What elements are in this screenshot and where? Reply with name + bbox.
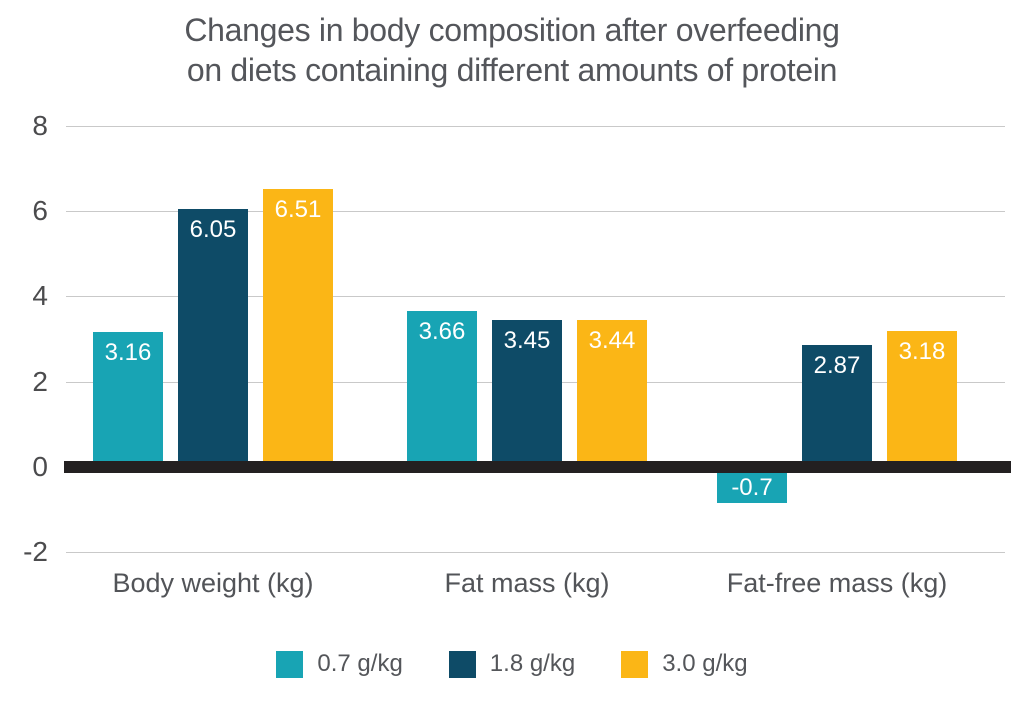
- gridline-y-8: [66, 125, 1005, 127]
- bar-value-label-1-8-g-kg-fat-mass-kg: 3.45: [503, 326, 551, 354]
- legend-swatch-3-0-g-kg: [621, 650, 649, 678]
- bar-value-label-0-7-g-kg-fat-free-mass-kg: -0.7: [731, 473, 773, 501]
- chart-title: Changes in body composition after overfe…: [0, 10, 1024, 90]
- category-label-fat-free-mass-kg: Fat-free mass (kg): [726, 568, 948, 598]
- legend-item-1-8-g-kg: 1.8 g/kg: [448, 650, 576, 678]
- bar-value-label-1-8-g-kg-fat-free-mass-kg: 2.87: [813, 351, 861, 379]
- chart-title-line2: on diets containing different amounts of…: [186, 52, 838, 88]
- gridline-y-6: [66, 211, 1005, 213]
- y-tick-label-4: 4: [32, 280, 48, 312]
- gridline-y-4: [66, 296, 1005, 298]
- legend-swatch-0-7-g-kg: [276, 650, 304, 678]
- legend-item-0-7-g-kg: 0.7 g/kg: [276, 650, 403, 678]
- y-tick-label-8: 8: [32, 109, 48, 141]
- bar-value-label-0-7-g-kg-body-weight-kg: 3.16: [104, 339, 152, 367]
- y-tick-label-6: 6: [32, 195, 48, 227]
- bar-0-7-g-kg-fat-mass-kg: 3.66: [407, 310, 477, 467]
- bar-1-8-g-kg-fat-mass-kg: 3.45: [492, 319, 562, 467]
- legend: 0.7 g/kg 1.8 g/kg 3.0 g/kg: [0, 650, 1024, 678]
- legend-item-3-0-g-kg: 3.0 g/kg: [621, 650, 748, 678]
- legend-label-1-8-g-kg: 1.8 g/kg: [489, 650, 576, 677]
- y-tick-label--2: -2: [23, 536, 48, 568]
- chart-title-line1: Changes in body composition after overfe…: [184, 12, 840, 48]
- legend-label-0-7-g-kg: 0.7 g/kg: [317, 650, 403, 677]
- bar-1-8-g-kg-fat-free-mass-kg: 2.87: [802, 344, 872, 467]
- bar-1-8-g-kg-body-weight-kg: 6.05: [178, 208, 248, 467]
- bar-value-label-1-8-g-kg-body-weight-kg: 6.05: [189, 215, 237, 243]
- y-tick-label-0: 0: [32, 451, 48, 482]
- legend-label-3-0-g-kg: 3.0 g/kg: [662, 650, 748, 677]
- bar-value-label-3-0-g-kg-fat-free-mass-kg: 3.18: [898, 338, 946, 366]
- category-label-body-weight-kg: Body weight (kg): [112, 568, 314, 598]
- bar-3-0-g-kg-body-weight-kg: 6.51: [263, 189, 333, 467]
- y-tick-label-2: 2: [32, 365, 48, 397]
- gridline-y--2: [66, 552, 1005, 554]
- bar-value-label-3-0-g-kg-fat-mass-kg: 3.44: [588, 327, 636, 355]
- x-axis-zero-line: [64, 461, 1011, 473]
- bar-3-0-g-kg-fat-free-mass-kg: 3.18: [887, 331, 957, 467]
- bar-0-7-g-kg-body-weight-kg: 3.16: [93, 332, 163, 467]
- bar-value-label-3-0-g-kg-body-weight-kg: 6.51: [274, 196, 322, 224]
- bar-3-0-g-kg-fat-mass-kg: 3.44: [577, 320, 647, 467]
- category-label-fat-mass-kg: Fat mass (kg): [444, 568, 610, 598]
- bar-value-label-0-7-g-kg-fat-mass-kg: 3.66: [418, 317, 466, 345]
- legend-swatch-1-8-g-kg: [448, 650, 476, 678]
